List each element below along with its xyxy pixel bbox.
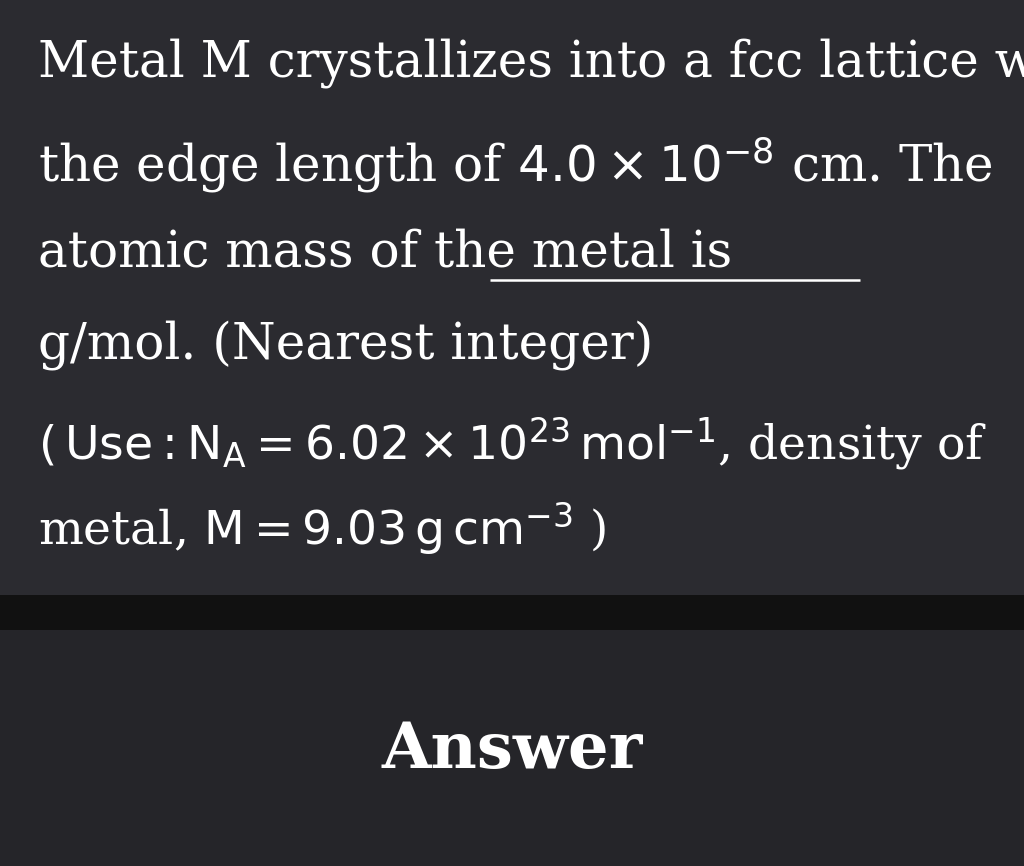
- Bar: [0, 630, 1024, 866]
- Text: the edge length of $4.0 \times 10^{-8}$ cm. The: the edge length of $4.0 \times 10^{-8}$ …: [38, 135, 993, 195]
- Bar: [0, 0, 1024, 595]
- Text: $(\,\mathrm{Use : N_A = 6.02 \times 10^{23}\, mol^{-1}}$, density of: $(\,\mathrm{Use : N_A = 6.02 \times 10^{…: [38, 415, 987, 472]
- Text: Answer: Answer: [381, 720, 643, 781]
- Text: g/mol. (Nearest integer): g/mol. (Nearest integer): [38, 320, 653, 370]
- Text: Metal M crystallizes into a fcc lattice with: Metal M crystallizes into a fcc lattice …: [38, 38, 1024, 88]
- Bar: [0, 595, 1024, 630]
- Text: atomic mass of the metal is: atomic mass of the metal is: [38, 228, 732, 277]
- Text: metal, $\mathrm{M = 9.03\, g\, cm^{-3}}$ ): metal, $\mathrm{M = 9.03\, g\, cm^{-3}}$…: [38, 500, 606, 557]
